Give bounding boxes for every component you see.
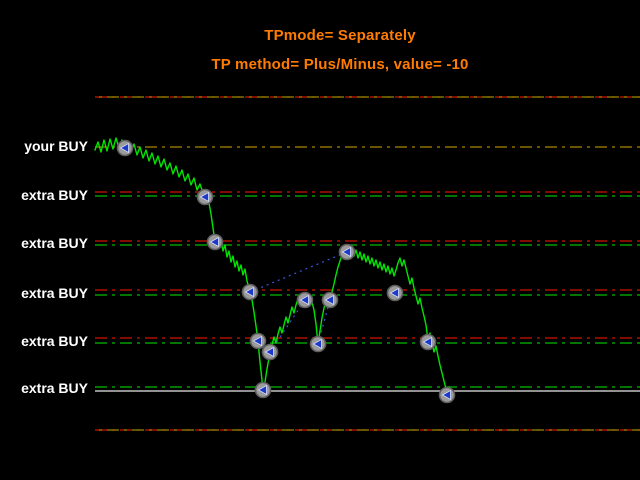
tp-method-text: TP method= Plus/Minus, value= -10 [211, 56, 469, 73]
trade-marker[interactable] [196, 188, 214, 206]
trade-marker[interactable] [338, 243, 356, 261]
buy-arrow-icon [441, 389, 451, 401]
buy-arrow-icon [341, 246, 351, 258]
level-label: your BUY [24, 138, 88, 154]
trade-marker[interactable] [206, 233, 224, 251]
level-label: extra BUY [21, 380, 88, 396]
buy-arrow-icon [252, 335, 262, 347]
level-label: extra BUY [21, 235, 88, 251]
trade-connection-line [269, 299, 306, 353]
buy-arrow-icon [244, 286, 254, 298]
buy-arrow-icon [257, 384, 267, 396]
buy-arrow-icon [199, 191, 209, 203]
buy-arrow-icon [324, 294, 334, 306]
buy-arrow-icon [299, 294, 309, 306]
trade-marker[interactable] [296, 291, 314, 309]
level-label: extra BUY [21, 285, 88, 301]
trade-marker[interactable] [321, 291, 339, 309]
tp-mode-text: TPmode= Separately [264, 27, 416, 44]
buy-arrow-icon [264, 346, 274, 358]
trade-marker[interactable] [254, 381, 272, 399]
buy-arrow-icon [209, 236, 219, 248]
trade-connection-line [249, 251, 348, 293]
buy-arrow-icon [389, 287, 399, 299]
trade-marker[interactable] [386, 284, 404, 302]
trade-marker[interactable] [261, 343, 279, 361]
buy-arrow-icon [119, 142, 129, 154]
buy-arrow-icon [312, 338, 322, 350]
trade-marker[interactable] [438, 386, 456, 404]
trade-marker[interactable] [116, 139, 134, 157]
trade-marker[interactable] [419, 333, 437, 351]
level-label: extra BUY [21, 187, 88, 203]
price-line [94, 137, 453, 397]
buy-arrow-icon [422, 336, 432, 348]
trade-marker[interactable] [309, 335, 327, 353]
trade-marker[interactable] [249, 332, 267, 350]
trade-marker[interactable] [241, 283, 259, 301]
level-label: extra BUY [21, 333, 88, 349]
